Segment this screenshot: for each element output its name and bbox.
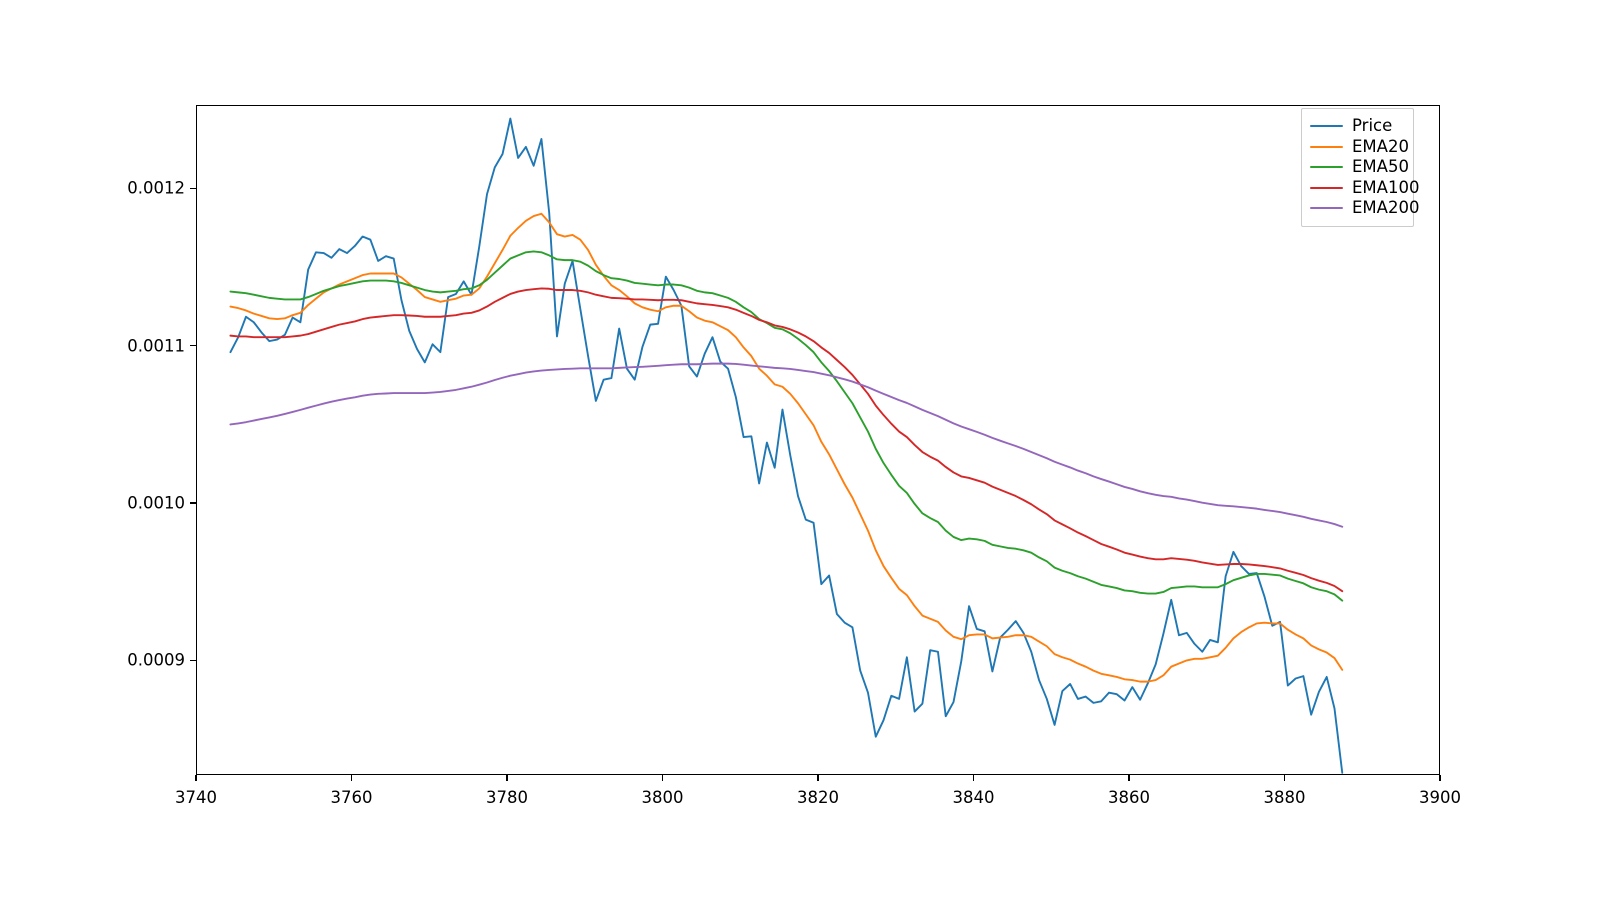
x-tick-label: 3820 [797,788,839,807]
legend-label-ema100: EMA100 [1352,177,1420,197]
y-tick-mark [190,659,196,661]
x-tick-label: 3780 [486,788,528,807]
series-line-ema200 [229,362,1344,528]
legend-item: EMA50 [1310,157,1409,178]
legend-item: EMA100 [1310,178,1419,199]
x-tick-mark [661,775,664,781]
plot-lines-canvas [229,117,1344,774]
y-tick-label: 0.0012 [127,178,185,198]
x-tick-label: 3760 [330,788,373,807]
plot-axes [196,105,1440,775]
y-tick-label: 0.0011 [127,336,185,356]
legend-item: Price [1310,116,1405,137]
legend-label-ema200: EMA200 [1352,198,1420,217]
x-tick-label: 3800 [641,788,684,807]
x-tick-mark [1128,775,1130,781]
legend-swatch-ema20 [1310,145,1343,148]
y-tick-mark [190,502,196,504]
legend-label-price: Price [1352,116,1393,135]
legend-label-ema50: EMA50 [1352,157,1409,176]
x-tick-mark [350,775,353,781]
x-tick-label: 3880 [1263,788,1306,807]
x-tick-label: 3840 [952,788,995,807]
y-tick-mark [190,187,196,189]
legend-swatch-ema100 [1310,186,1343,189]
legend-swatch-ema200 [1310,207,1343,210]
series-line-price [229,117,1344,774]
x-tick-mark [817,775,819,781]
x-tick-mark [506,775,508,781]
series-line-ema20 [229,212,1344,683]
legend-item: EMA20 [1310,137,1409,158]
y-tick-label: 0.0010 [127,493,185,513]
legend-label-ema20: EMA20 [1352,136,1409,156]
legend-swatch-ema50 [1310,166,1343,169]
series-line-ema100 [229,287,1344,593]
x-tick-mark [972,775,975,781]
x-tick-mark [195,775,197,781]
legend-item: EMA200 [1310,198,1419,219]
series-line-ema50 [229,250,1344,602]
y-tick-label: 0.0009 [127,650,185,670]
x-tick-label: 3860 [1108,788,1150,807]
chart-legend[interactable]: Price EMA20 EMA50 EMA100 EMA200 [1301,108,1419,227]
y-tick-mark [190,344,196,347]
legend-swatch-price [1310,125,1343,128]
x-tick-label: 3900 [1419,788,1461,807]
x-tick-mark [1439,775,1441,781]
x-tick-mark [1283,775,1286,781]
x-tick-label: 3740 [175,788,217,807]
